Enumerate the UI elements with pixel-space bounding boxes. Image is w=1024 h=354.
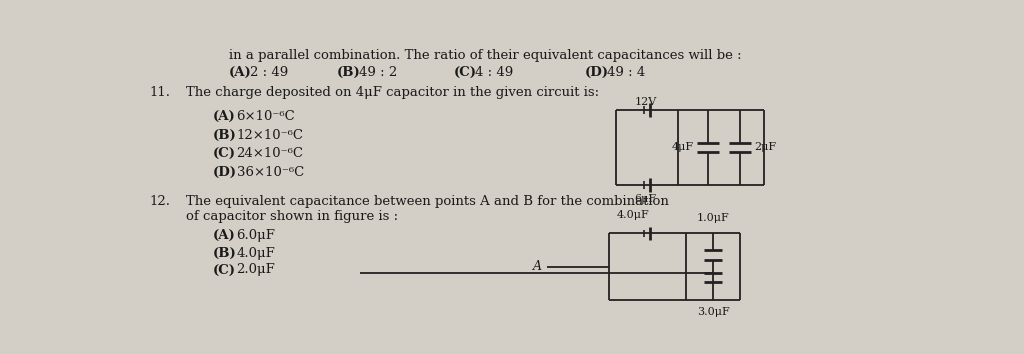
Text: 6μF: 6μF: [635, 194, 656, 204]
Text: (B): (B): [337, 65, 361, 79]
Text: 2.0μF: 2.0μF: [237, 263, 275, 276]
Text: 4.0μF: 4.0μF: [616, 210, 649, 219]
Text: 12.: 12.: [150, 195, 171, 208]
Text: (C): (C): [213, 147, 237, 160]
Text: The equivalent capacitance between points A and B for the combination: The equivalent capacitance between point…: [186, 195, 669, 208]
Text: 12×10⁻⁶C: 12×10⁻⁶C: [237, 129, 303, 142]
Text: (A): (A): [228, 65, 252, 79]
Text: 6×10⁻⁶C: 6×10⁻⁶C: [237, 110, 295, 123]
Text: 36×10⁻⁶C: 36×10⁻⁶C: [237, 166, 304, 179]
Text: (A): (A): [213, 110, 236, 123]
Text: 3.0μF: 3.0μF: [696, 307, 729, 317]
Text: (B): (B): [213, 129, 237, 142]
Text: 49 : 4: 49 : 4: [607, 65, 645, 79]
Text: 2μF: 2μF: [755, 142, 776, 152]
Text: 2 : 49: 2 : 49: [251, 65, 289, 79]
Text: of capacitor shown in figure is :: of capacitor shown in figure is :: [186, 210, 398, 223]
Text: 4μF: 4μF: [672, 142, 693, 152]
Text: (A): (A): [213, 229, 236, 242]
Text: (D): (D): [586, 65, 609, 79]
Text: 6.0μF: 6.0μF: [237, 229, 275, 242]
Text: (D): (D): [213, 166, 238, 179]
Text: 4 : 49: 4 : 49: [475, 65, 513, 79]
Text: 1.0μF: 1.0μF: [696, 213, 729, 223]
Text: 49 : 2: 49 : 2: [359, 65, 397, 79]
Text: 24×10⁻⁶C: 24×10⁻⁶C: [237, 147, 303, 160]
Text: A: A: [532, 260, 542, 273]
Text: 4.0μF: 4.0μF: [237, 246, 275, 259]
Text: in a parallel combination. The ratio of their equivalent capacitances will be :: in a parallel combination. The ratio of …: [228, 48, 741, 62]
Text: The charge deposited on 4μF capacitor in the given circuit is:: The charge deposited on 4μF capacitor in…: [186, 86, 599, 99]
Text: 11.: 11.: [150, 86, 171, 99]
Text: 12V: 12V: [635, 97, 656, 107]
Text: (C): (C): [454, 65, 476, 79]
Text: (C): (C): [213, 263, 237, 276]
Text: (B): (B): [213, 246, 237, 259]
